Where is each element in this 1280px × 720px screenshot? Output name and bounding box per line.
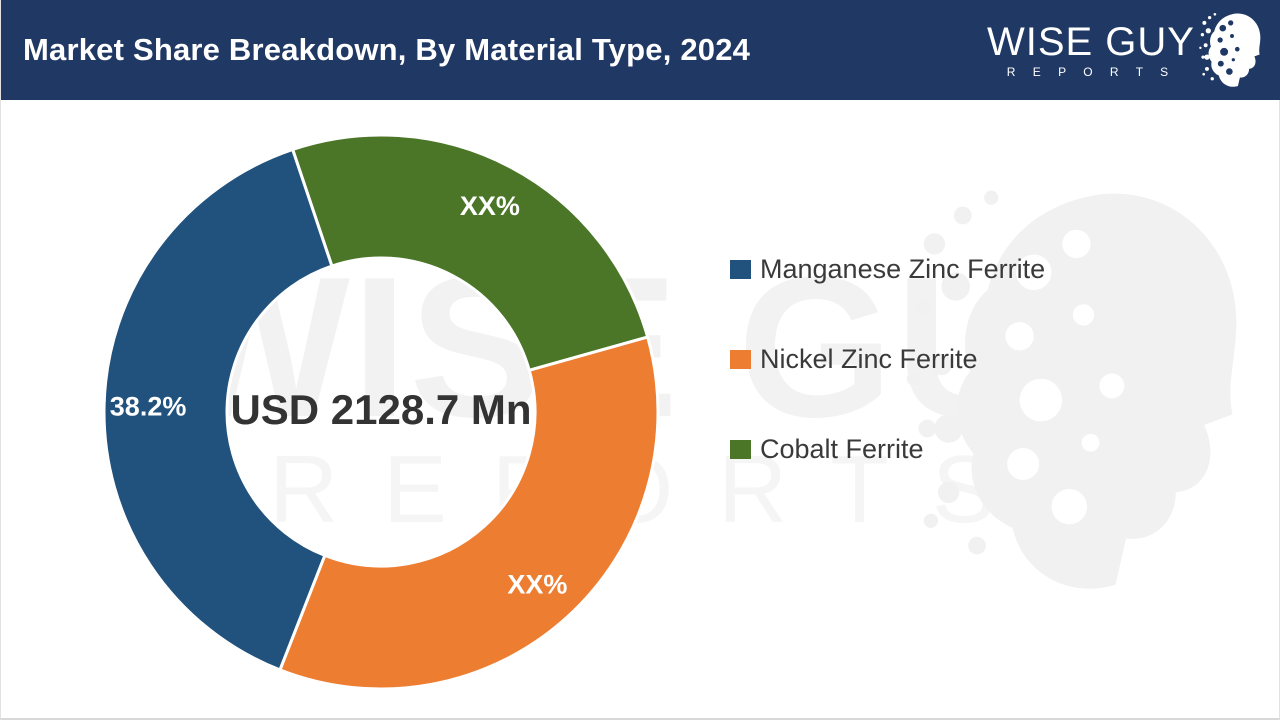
chart-center-value: USD 2128.7 Mn <box>230 386 532 433</box>
legend-label: Nickel Zinc Ferrite <box>760 344 978 374</box>
chart-legend: Manganese Zinc Ferrite Nickel Zinc Ferrit… <box>730 254 1046 526</box>
donut-segment-cobalt-ferrite <box>291 133 650 372</box>
legend-item: Manganese Zinc Ferrite <box>730 254 1046 284</box>
segment-percent-label: XX% <box>507 570 567 600</box>
page-title: Market Share Breakdown, By Material Type… <box>23 32 751 67</box>
logo-face-icon <box>1199 11 1265 90</box>
legend-item: Nickel Zinc Ferrite <box>730 344 1045 374</box>
donut-chart: XX% XX% 38.2% <box>102 133 660 691</box>
legend-swatch <box>730 440 751 459</box>
legend-label: Manganese Zinc Ferrite <box>760 254 1046 284</box>
legend-label: Cobalt Ferrite <box>760 434 924 464</box>
header-bar: Market Share Breakdown, By Material Type… <box>1 0 1280 100</box>
logo-wiseguy-text: WISE GUY <box>986 19 1195 64</box>
logo-reports-text: R E P O R T S <box>1006 64 1176 79</box>
donut-segment-manganese-zinc-ferrite <box>102 147 334 672</box>
legend-item: Cobalt Ferrite <box>730 434 1045 464</box>
segment-percent-label: XX% <box>460 191 520 221</box>
wise-guy-reports-logo: WISE GUY R E P O R T S <box>987 11 1265 90</box>
donut-segment-nickel-zinc-ferrite <box>278 335 660 691</box>
legend-swatch <box>730 350 751 369</box>
legend-swatch <box>730 260 751 279</box>
segment-percent-label: 38.2% <box>110 391 187 421</box>
